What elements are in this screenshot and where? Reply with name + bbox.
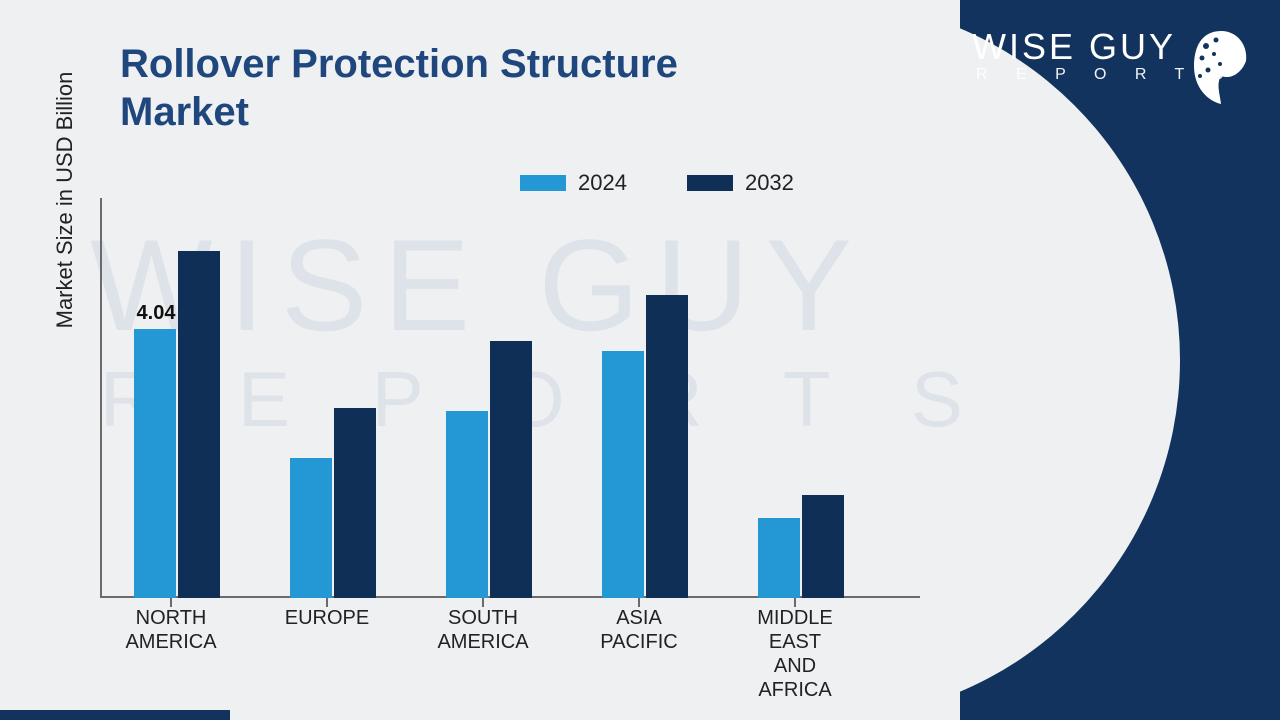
bar-2024	[446, 411, 488, 598]
y-axis	[100, 198, 102, 598]
x-axis-category-label: MIDDLEEASTANDAFRICA	[720, 606, 870, 702]
bar-2032	[334, 408, 376, 598]
legend-item: 2024	[520, 170, 627, 196]
x-axis-category-label: ASIAPACIFIC	[564, 606, 714, 654]
legend-swatch-2024	[520, 175, 566, 191]
bar-value-label: 4.04	[116, 302, 196, 325]
legend-label: 2024	[578, 170, 627, 196]
x-axis-category-label: SOUTHAMERICA	[408, 606, 558, 654]
bar-2024	[134, 329, 176, 598]
x-axis-category-label: NORTHAMERICA	[96, 606, 246, 654]
footer-accent	[0, 710, 230, 720]
bar-2032	[646, 295, 688, 598]
bar-2032	[802, 495, 844, 598]
bar-2024	[602, 351, 644, 598]
brand-logo: WISE GUY R E P O R T S	[972, 26, 1252, 84]
legend-swatch-2032	[687, 175, 733, 191]
bar-2024	[290, 458, 332, 598]
bar-chart: 4.04	[100, 198, 920, 598]
y-axis-label: Market Size in USD Billion	[52, 0, 78, 400]
bar-2032	[490, 341, 532, 598]
bar-2024	[758, 518, 800, 598]
legend-label: 2032	[745, 170, 794, 196]
brand-line2: R E P O R T S	[972, 66, 1252, 84]
brand-line1: WISE GUY	[972, 26, 1252, 68]
chart-title: Rollover Protection Structure Market	[120, 40, 780, 136]
x-axis-category-label: EUROPE	[252, 606, 402, 630]
chart-legend: 2024 2032	[520, 170, 794, 196]
legend-item: 2032	[687, 170, 794, 196]
